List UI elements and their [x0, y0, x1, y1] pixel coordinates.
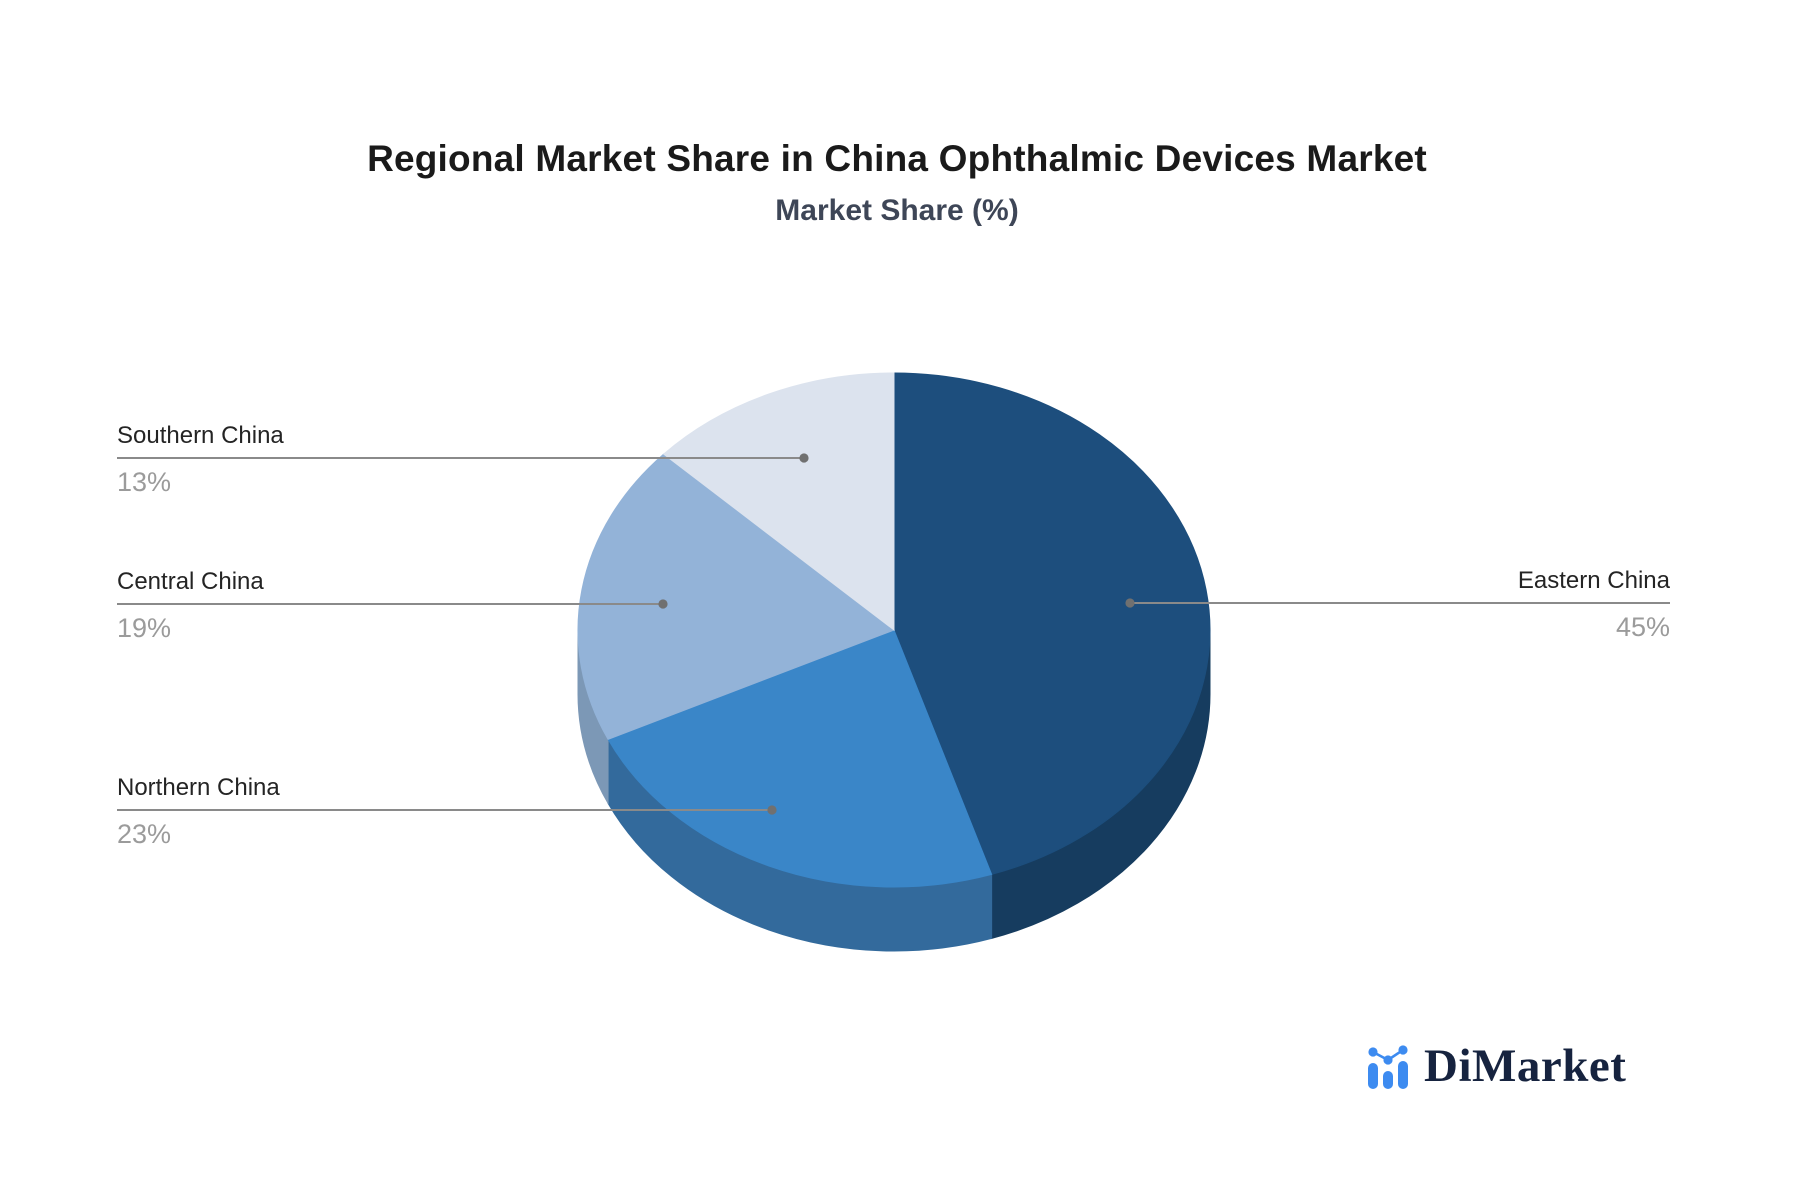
- label-southern-china: Southern China: [117, 422, 284, 449]
- connector-dot-central-china: [658, 599, 668, 609]
- value-northern-china: 23%: [117, 819, 172, 849]
- pie-slice-eastern-china[interactable]: [893, 372, 1211, 876]
- value-eastern-china: 45%: [1615, 612, 1670, 642]
- dimarket-logo: DiMarket: [1366, 1036, 1626, 1096]
- pie-slice-northern-china[interactable]: [607, 629, 993, 888]
- pie-slices: [577, 372, 1211, 888]
- chart-title: Regional Market Share in China Ophthalmi…: [367, 138, 1427, 179]
- label-central-china: Central China: [117, 568, 264, 595]
- dimarket-logo-text: DiMarket: [1424, 1040, 1627, 1092]
- value-central-china: 19%: [117, 613, 172, 643]
- connector-dot-eastern-china: [1125, 598, 1135, 608]
- label-northern-china: Northern China: [117, 774, 280, 801]
- chart-subtitle: Market Share (%): [775, 194, 1019, 227]
- pie-slice-central-china[interactable]: [577, 453, 896, 741]
- connector-dot-northern-china: [767, 805, 777, 815]
- label-connectors: [117, 453, 1670, 815]
- bar-chart-icon: [1368, 1045, 1408, 1089]
- pie-slice-southern-china[interactable]: [662, 372, 895, 632]
- connector-dot-southern-china: [799, 453, 809, 463]
- label-eastern-china: Eastern China: [1517, 567, 1670, 594]
- value-southern-china: 13%: [117, 467, 172, 497]
